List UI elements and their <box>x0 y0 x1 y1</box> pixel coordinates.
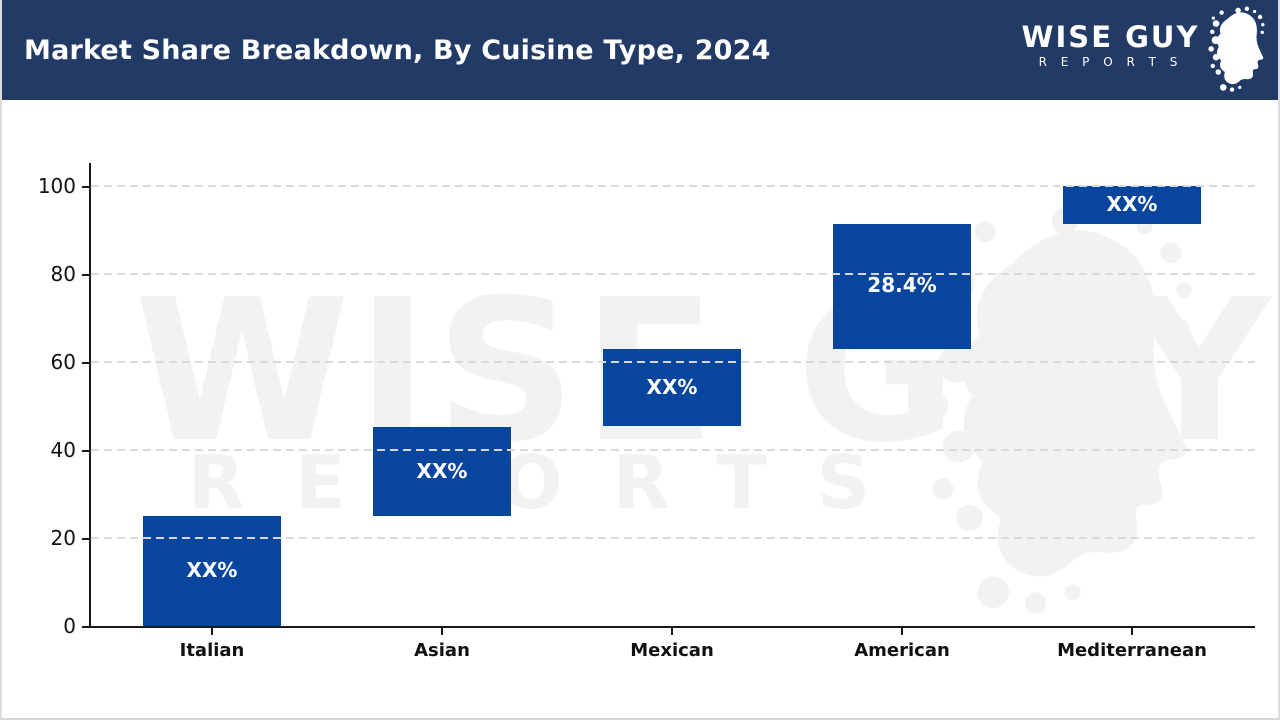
x-tick-label-american: American <box>854 640 950 661</box>
x-tick-label-asian: Asian <box>414 640 470 661</box>
x-axis-spine <box>89 626 1255 628</box>
y-tick-label-40: 40 <box>50 438 76 462</box>
logo-face-icon <box>1208 6 1265 92</box>
y-axis-spine <box>89 163 91 628</box>
header-bar: Market Share Breakdown, By Cuisine Type,… <box>2 0 1278 100</box>
y-tick-label-100: 100 <box>37 174 76 198</box>
bar-mediterranean <box>1063 186 1201 224</box>
gridline-60 <box>91 361 1255 363</box>
gridline-40 <box>91 449 1255 451</box>
x-tick-asian <box>441 628 443 635</box>
gridline-20 <box>91 537 1255 539</box>
chart-area: WISE GUY REPORTS XX%XX%XX%28.4%XX%020406… <box>2 100 1278 718</box>
x-tick-label-mexican: Mexican <box>630 640 714 661</box>
y-tick-label-80: 80 <box>50 262 76 286</box>
gridline-100 <box>91 185 1255 187</box>
y-tick-label-20: 20 <box>50 526 76 550</box>
bar-value-label-mediterranean: XX% <box>1106 191 1158 216</box>
page-title: Market Share Breakdown, By Cuisine Type,… <box>24 34 771 66</box>
watermark-subtitle: REPORTS <box>188 440 921 526</box>
x-tick-american <box>901 628 903 635</box>
logo-text: WISE GUY R E P O R T S <box>1018 22 1203 69</box>
logo-subtitle: R E P O R T S <box>1038 55 1183 69</box>
y-tick-60 <box>82 362 89 364</box>
x-tick-mediterranean <box>1131 628 1133 635</box>
bar-italian <box>143 516 281 626</box>
y-tick-20 <box>82 538 89 540</box>
x-tick-label-italian: Italian <box>179 640 245 661</box>
x-tick-label-mediterranean: Mediterranean <box>1057 640 1207 661</box>
bar-asian <box>373 427 511 516</box>
y-tick-0 <box>82 626 89 628</box>
wiseguy-logo: WISE GUY R E P O R T S <box>1018 6 1268 94</box>
bar-value-label-mexican: XX% <box>646 374 698 399</box>
y-tick-label-60: 60 <box>50 350 76 374</box>
bar-value-label-asian: XX% <box>416 458 468 483</box>
gridline-80 <box>91 273 1255 275</box>
y-tick-label-0: 0 <box>63 614 76 638</box>
x-tick-mexican <box>671 628 673 635</box>
bar-american <box>833 223 971 349</box>
y-tick-100 <box>82 186 89 188</box>
logo-wordmark: WISE GUY <box>1021 20 1200 54</box>
bar-value-label-italian: XX% <box>186 558 238 582</box>
y-tick-80 <box>82 274 89 276</box>
x-tick-italian <box>211 628 213 635</box>
bar-value-label-american: 28.4% <box>867 273 937 298</box>
y-tick-40 <box>82 450 89 452</box>
